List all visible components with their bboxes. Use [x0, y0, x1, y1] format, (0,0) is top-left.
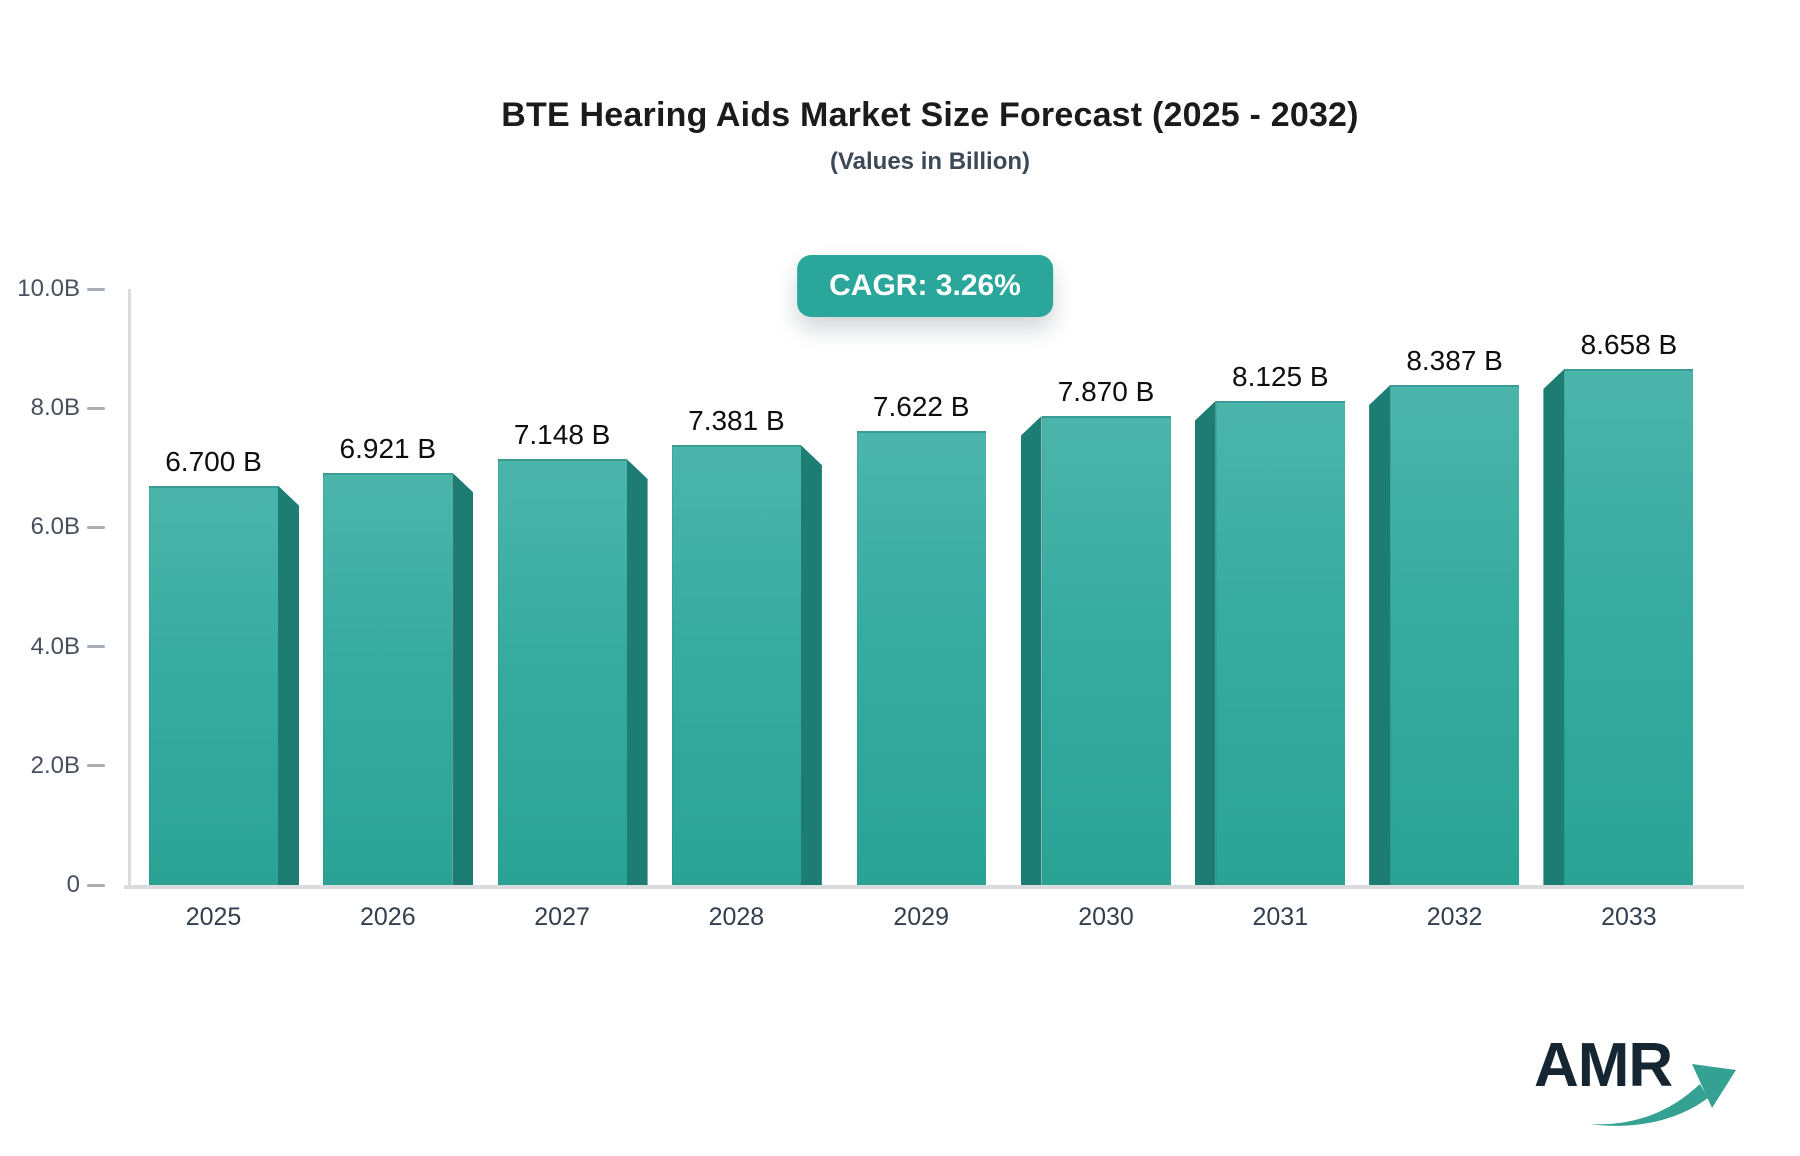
- y-tick-label: 8.0B: [30, 394, 80, 422]
- bar: [497, 458, 627, 885]
- x-axis-baseline: [124, 885, 1744, 889]
- brand-logo: AMR: [1528, 1022, 1738, 1132]
- x-tick-label: 2026: [359, 903, 416, 931]
- x-tick-label: 2025: [185, 903, 242, 931]
- bar-value-label: 6.921 B: [339, 432, 437, 464]
- x-tick-label: 2030: [1078, 903, 1134, 931]
- bar-side-panel: [1543, 368, 1565, 885]
- y-tick-label: 4.0B: [30, 632, 80, 660]
- bar-value-label: 7.870 B: [1057, 375, 1155, 407]
- y-axis-line: [128, 289, 131, 888]
- y-tick-dash: [87, 406, 105, 410]
- x-tick-label: 2027: [534, 903, 590, 931]
- chart-subtitle: (Values in Billion): [829, 148, 1031, 175]
- bar-side-panel: [1020, 415, 1042, 885]
- bar-side-panel: [1369, 385, 1391, 885]
- bar-value-label: 7.622 B: [872, 390, 970, 422]
- y-tick-label: 0: [66, 871, 80, 898]
- bar-side-panel: [1194, 400, 1216, 885]
- x-tick-label: 2032: [1426, 903, 1483, 931]
- y-tick-label: 2.0B: [30, 751, 80, 779]
- bar-side-panel: [626, 458, 648, 885]
- bar: [149, 485, 278, 885]
- y-tick-dash: [87, 525, 105, 529]
- bar-value-label: 7.148 B: [513, 418, 611, 450]
- bar-side-panel: [452, 472, 474, 885]
- bar: [323, 472, 453, 885]
- bar: [1390, 385, 1520, 885]
- bar-side-panel: [800, 445, 822, 885]
- bar-value-label: 8.658 B: [1580, 328, 1678, 360]
- bar-value-label: 7.381 B: [688, 405, 785, 437]
- y-tick-dash: [87, 287, 105, 291]
- bar-value-label: 6.700 B: [165, 445, 262, 477]
- y-tick-label: 10.0B: [17, 275, 80, 302]
- bar-value-label: 8.387 B: [1406, 345, 1503, 377]
- chart-title: BTE Hearing Aids Market Size Forecast (2…: [501, 96, 1359, 134]
- x-tick-label: 2031: [1252, 903, 1309, 931]
- y-tick-dash: [87, 645, 105, 649]
- bar: [1041, 415, 1171, 885]
- bar-side-panel: [278, 485, 299, 885]
- growth-arrow-icon: [1590, 1064, 1736, 1126]
- x-tick-label: 2029: [893, 903, 949, 931]
- y-tick-dash: [87, 883, 105, 887]
- y-tick-label: 6.0B: [30, 513, 80, 541]
- bar: [671, 445, 801, 885]
- bar-value-label: 8.125 B: [1232, 360, 1329, 392]
- y-tick-dash: [87, 764, 105, 768]
- bar: [1564, 368, 1694, 885]
- x-tick-label: 2028: [708, 903, 765, 931]
- bar: [1215, 400, 1345, 885]
- cagr-badge: CAGR: 3.26%: [797, 255, 1053, 317]
- x-tick-label: 2033: [1601, 903, 1657, 931]
- bar: [856, 430, 986, 885]
- brand-logo-text: AMR: [1534, 1031, 1673, 1100]
